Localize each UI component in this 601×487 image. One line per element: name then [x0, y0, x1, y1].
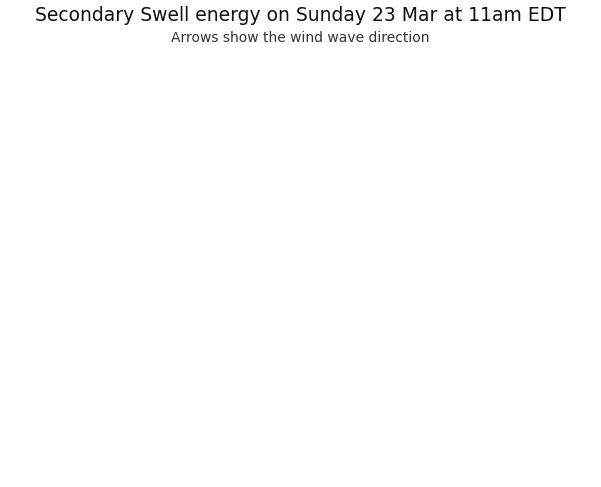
Text: Secondary Swell energy on Sunday 23 Mar at 11am EDT: Secondary Swell energy on Sunday 23 Mar …	[35, 5, 566, 24]
Text: cartopy required: cartopy required	[219, 259, 382, 278]
Text: Arrows show the wind wave direction: Arrows show the wind wave direction	[171, 31, 430, 45]
